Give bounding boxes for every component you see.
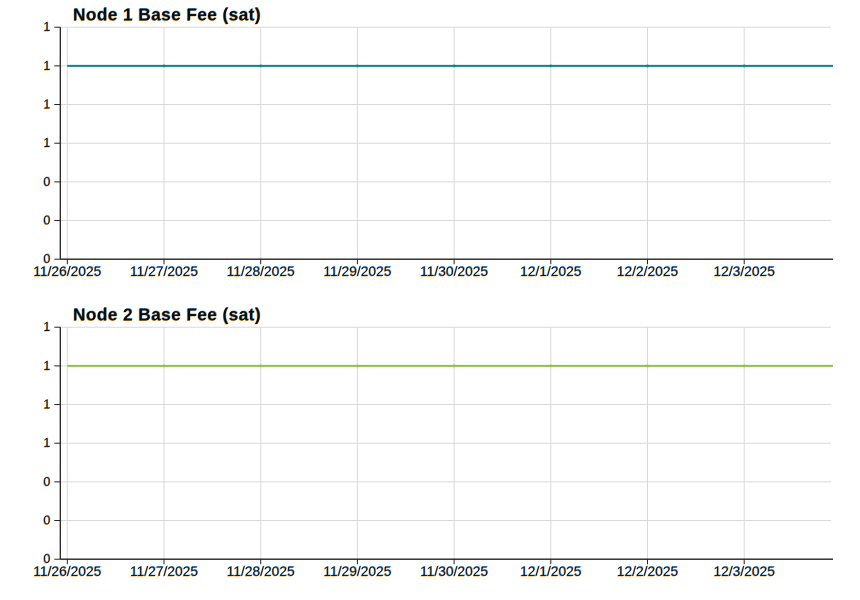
svg-text:11/28/2025: 11/28/2025 <box>227 264 295 279</box>
svg-text:11/29/2025: 11/29/2025 <box>323 264 391 279</box>
svg-text:1: 1 <box>43 398 50 412</box>
svg-text:1: 1 <box>43 98 50 112</box>
svg-text:11/28/2025: 11/28/2025 <box>227 564 295 579</box>
svg-text:11/30/2025: 11/30/2025 <box>420 564 488 579</box>
svg-text:12/3/2025: 12/3/2025 <box>714 564 776 579</box>
svg-text:12/3/2025: 12/3/2025 <box>714 264 776 279</box>
svg-text:11/26/2025: 11/26/2025 <box>33 564 101 579</box>
svg-text:12/2/2025: 12/2/2025 <box>617 564 679 579</box>
svg-text:1: 1 <box>43 59 50 73</box>
svg-text:1: 1 <box>43 320 50 334</box>
svg-text:0: 0 <box>43 175 50 189</box>
svg-text:12/2/2025: 12/2/2025 <box>617 264 679 279</box>
svg-text:11/29/2025: 11/29/2025 <box>323 564 391 579</box>
svg-text:1: 1 <box>43 136 50 150</box>
svg-text:12/1/2025: 12/1/2025 <box>520 264 582 279</box>
svg-text:Node 1 Base Fee (sat): Node 1 Base Fee (sat) <box>73 5 261 25</box>
svg-text:0: 0 <box>43 214 50 228</box>
svg-text:0: 0 <box>43 514 50 528</box>
svg-text:11/27/2025: 11/27/2025 <box>130 564 198 579</box>
svg-text:Node 2 Base Fee (sat): Node 2 Base Fee (sat) <box>73 305 261 325</box>
svg-text:0: 0 <box>43 475 50 489</box>
svg-text:11/26/2025: 11/26/2025 <box>33 264 101 279</box>
svg-text:1: 1 <box>43 436 50 450</box>
svg-text:1: 1 <box>43 359 50 373</box>
svg-text:11/30/2025: 11/30/2025 <box>420 264 488 279</box>
svg-text:12/1/2025: 12/1/2025 <box>520 564 582 579</box>
svg-text:1: 1 <box>43 20 50 34</box>
svg-text:11/27/2025: 11/27/2025 <box>130 264 198 279</box>
